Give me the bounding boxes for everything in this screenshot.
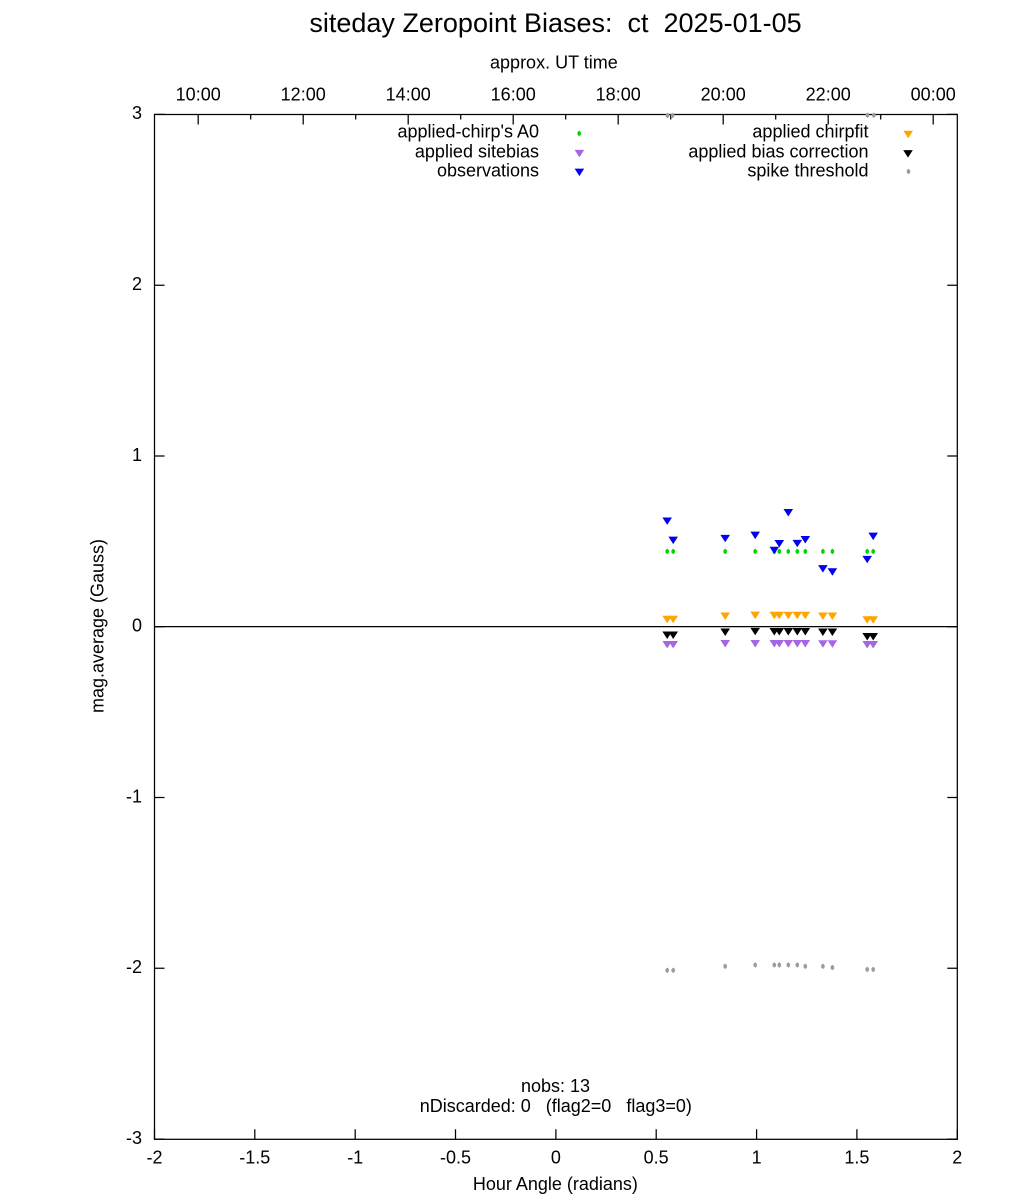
svg-text:14:00: 14:00: [386, 84, 431, 104]
svg-text:Hour Angle (radians): Hour Angle (radians): [473, 1174, 638, 1194]
svg-text:nDiscarded: 0 (flag2=0 fla: nDiscarded: 0 (flag2=0 flag3=0): [420, 1096, 692, 1116]
svg-text:applied chirpfit: applied chirpfit: [752, 122, 868, 142]
svg-text:2: 2: [132, 274, 142, 294]
svg-text:2: 2: [952, 1147, 962, 1167]
svg-text:10:00: 10:00: [176, 84, 221, 104]
svg-text:3: 3: [132, 103, 142, 123]
svg-text:1: 1: [132, 445, 142, 465]
svg-text:20:00: 20:00: [701, 84, 746, 104]
svg-text:spike threshold: spike threshold: [747, 160, 868, 180]
svg-text:applied sitebias: applied sitebias: [415, 142, 539, 162]
svg-text:12:00: 12:00: [281, 84, 326, 104]
svg-text:0: 0: [551, 1147, 561, 1167]
svg-text:0: 0: [132, 616, 142, 636]
svg-text:00:00: 00:00: [911, 84, 956, 104]
svg-text:-2: -2: [126, 957, 142, 977]
svg-text:0.5: 0.5: [644, 1147, 669, 1167]
svg-text:22:00: 22:00: [806, 84, 851, 104]
svg-text:-1.5: -1.5: [239, 1147, 270, 1167]
svg-text:mag.average (Gauss): mag.average (Gauss): [87, 539, 107, 713]
svg-text:observations: observations: [437, 160, 539, 180]
svg-text:applied-chirp's A0: applied-chirp's A0: [397, 122, 539, 142]
svg-text:1.5: 1.5: [844, 1147, 869, 1167]
svg-text:-1: -1: [347, 1147, 363, 1167]
svg-text:siteday Zeropoint Biases: ct: siteday Zeropoint Biases: ct 2025-01-05: [309, 8, 801, 38]
svg-text:1: 1: [752, 1147, 762, 1167]
svg-text:18:00: 18:00: [596, 84, 641, 104]
svg-text:nobs: 13: nobs: 13: [521, 1076, 590, 1096]
svg-text:16:00: 16:00: [491, 84, 536, 104]
svg-text:-3: -3: [126, 1128, 142, 1148]
svg-text:-1: -1: [126, 786, 142, 806]
svg-text:-0.5: -0.5: [440, 1147, 471, 1167]
svg-text:applied bias correction: applied bias correction: [688, 142, 868, 162]
svg-text:approx. UT time: approx. UT time: [490, 53, 618, 73]
svg-text:-2: -2: [146, 1147, 162, 1167]
